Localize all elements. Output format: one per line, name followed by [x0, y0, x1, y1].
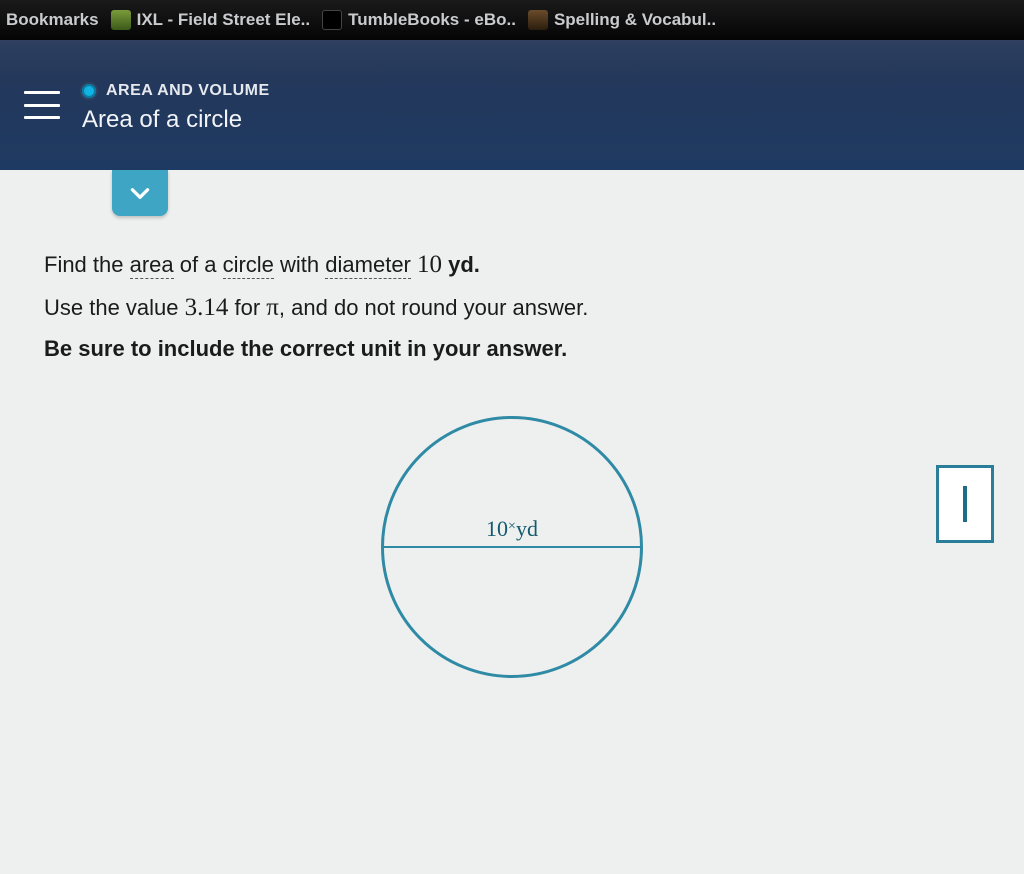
term-diameter[interactable]: diameter	[325, 252, 411, 279]
term-area[interactable]: area	[130, 252, 174, 279]
answer-input[interactable]	[936, 465, 994, 543]
spelling-favicon	[528, 10, 548, 30]
chevron-down-icon	[127, 180, 153, 206]
collapse-toggle[interactable]	[112, 170, 168, 216]
bookmark-label: TumbleBooks - eBo..	[348, 10, 516, 30]
ixl-favicon	[111, 10, 131, 30]
pi-approx: 3.14	[185, 294, 229, 321]
section-label: AREA AND VOLUME	[106, 82, 270, 100]
pi-symbol: π	[266, 294, 279, 321]
section-bullet-icon	[82, 84, 96, 98]
circle-figure: 10×yd	[381, 416, 643, 678]
bookmark-label: IXL - Field Street Ele..	[137, 10, 311, 30]
text-cursor-icon	[963, 486, 967, 522]
question-line-2: Use the value 3.14 for π, and do not rou…	[44, 289, 720, 328]
tumblebooks-favicon	[322, 10, 342, 30]
question-line-1: Find the area of a circle with diameter …	[44, 246, 720, 285]
bookmark-label: Spelling & Vocabul..	[554, 10, 716, 30]
topic-title: Area of a circle	[82, 106, 270, 134]
term-circle[interactable]: circle	[223, 252, 274, 279]
diameter-value: 10	[417, 251, 442, 278]
bookmarks-label: Bookmarks	[6, 10, 99, 30]
content-area: Find the area of a circle with diameter …	[0, 170, 1024, 874]
header-text: AREA AND VOLUME Area of a circle	[82, 82, 270, 134]
bookmark-item[interactable]: IXL - Field Street Ele..	[111, 10, 311, 30]
diameter-line	[384, 546, 640, 548]
question-line-3: Be sure to include the correct unit in y…	[44, 332, 720, 366]
figure-wrap: 10×yd	[0, 416, 1024, 678]
bookmark-item[interactable]: Spelling & Vocabul..	[528, 10, 716, 30]
bookmarks-bar: Bookmarks IXL - Field Street Ele.. Tumbl…	[0, 0, 1024, 40]
lesson-header: AREA AND VOLUME Area of a circle	[0, 40, 1024, 170]
menu-button[interactable]	[24, 91, 60, 119]
diameter-label: 10×yd	[384, 515, 640, 541]
bookmark-item[interactable]: TumbleBooks - eBo..	[322, 10, 516, 30]
